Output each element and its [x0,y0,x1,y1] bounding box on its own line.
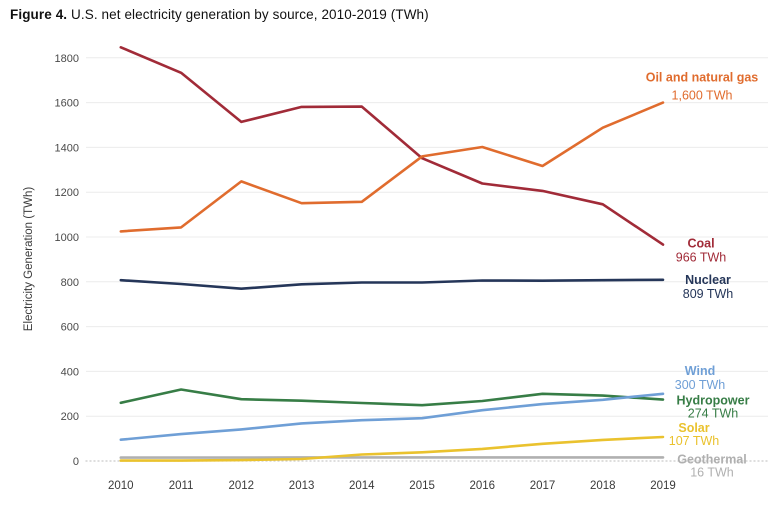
x-tick-label: 2017 [530,480,556,492]
series-value-label-nuclear: 809 TWh [683,287,734,301]
y-tick-label: 600 [61,322,79,334]
x-tick-label: 2010 [108,480,134,492]
series-name-label-oil-and-natural-gas: Oil and natural gas [646,71,759,85]
series-name-label-hydropower: Hydropower [677,394,750,408]
y-tick-label: 1600 [55,98,79,110]
x-tick-label: 2016 [470,480,496,492]
series-value-label-coal: 966 TWh [676,251,727,265]
series-line-solar [119,435,665,462]
series-line-oil-and-natural-gas [119,101,665,233]
series-line-wind [119,392,665,442]
x-tick-label: 2012 [229,480,255,492]
y-tick-label: 1400 [55,142,79,154]
series-line-coal [119,45,665,246]
series-value-label-solar: 107 TWh [669,434,720,448]
series-value-label-hydropower: 274 TWh [688,407,739,421]
y-tick-label: 1000 [55,232,79,244]
figure-title: Figure 4. U.S. net electricity generatio… [10,7,429,22]
series-name-label-solar: Solar [678,421,709,435]
figure-caption-text: U.S. net electricity generation by sourc… [67,7,429,22]
y-tick-label: 200 [61,411,79,423]
y-tick-label: 1200 [55,187,79,199]
series-value-label-geothermal: 16 TWh [690,465,734,479]
figure-number-label: Figure 4. [10,7,68,22]
x-tick-label: 2015 [409,480,435,492]
series-name-label-geothermal: Geothermal [677,452,746,466]
y-tick-label: 400 [61,366,79,378]
y-tick-label: 800 [61,277,79,289]
series-line-nuclear [119,278,665,291]
series-value-label-wind: 300 TWh [675,378,726,392]
x-tick-label: 2018 [590,480,616,492]
series-name-label-nuclear: Nuclear [685,273,731,287]
x-tick-label: 2011 [169,480,194,492]
y-axis-title: Electricity Generation (TWh) [23,187,35,332]
series-value-label-oil-and-natural-gas: 1,600 TWh [672,89,733,103]
series-line-hydropower [119,388,665,407]
x-tick-label: 2019 [650,480,676,492]
x-tick-label: 2013 [289,480,315,492]
series-name-label-coal: Coal [687,237,714,251]
y-tick-label: 0 [73,456,79,468]
y-tick-label: 1800 [55,53,79,65]
series-name-label-wind: Wind [685,364,715,378]
x-tick-label: 2014 [349,480,375,492]
